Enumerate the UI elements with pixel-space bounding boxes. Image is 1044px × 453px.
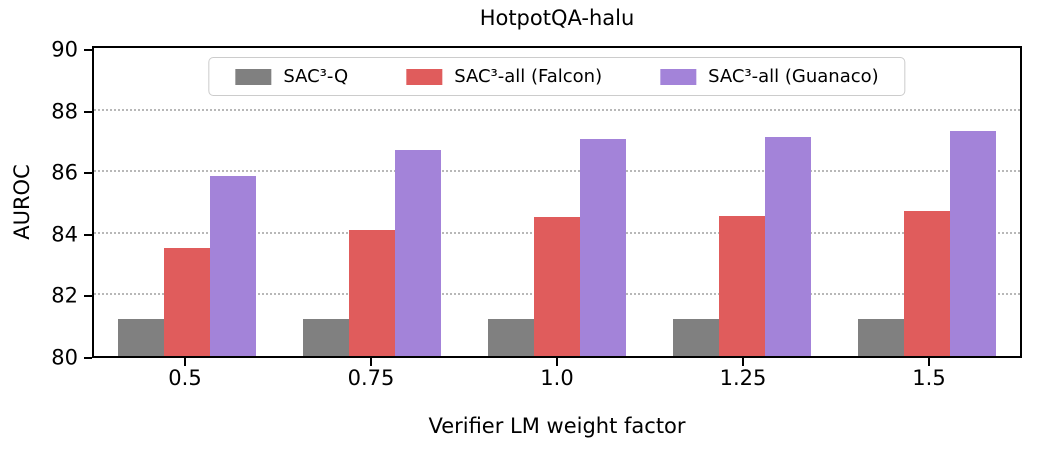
legend-swatch-red [406,68,443,85]
y-tick-mark [84,233,92,236]
y-tick-label: 84 [51,222,78,247]
gridline [94,170,1020,173]
y-tick-mark [84,49,92,51]
bar-series0-cat3 [673,319,720,356]
bar-series2-cat0 [209,175,256,356]
legend-swatch-gray [235,68,272,85]
bar-series1-cat0 [163,248,210,356]
bar-series0-cat1 [302,319,349,356]
legend-item-sac3-q: SAC³-Q [235,66,348,87]
x-tick-label: 0.75 [347,366,395,390]
x-tick-label: 1.0 [540,366,574,390]
y-tick-label: 80 [51,345,78,370]
chart-title: HotpotQA-halu [479,6,635,30]
bar-series0-cat0 [117,319,164,356]
y-tick-label: 86 [51,160,78,185]
x-tick-label: 1.5 [912,366,946,390]
x-tick-mark [928,358,930,366]
legend-item-sac3-all-guanaco: SAC³-all (Guanaco) [660,66,879,87]
x-tick-mark [556,358,558,366]
x-axis-tick-marks [92,358,1022,366]
gridline [94,108,1020,111]
legend-label: SAC³-Q [283,66,349,87]
bar-series1-cat3 [719,215,766,356]
y-tick-mark [84,110,92,113]
x-tick-mark [742,358,744,366]
x-tick-label: 1.25 [719,366,767,390]
y-tick-mark [84,295,92,298]
legend-label: SAC³-all (Guanaco) [708,66,879,87]
x-axis-label: Verifier LM weight factor [428,414,686,438]
bar-series2-cat4 [950,131,997,356]
y-tick-label: 90 [51,37,78,62]
bar-series2-cat2 [580,138,626,356]
x-tick-mark [370,358,372,366]
bar-series0-cat4 [858,319,905,356]
y-axis-tick-labels: 80 82 84 86 88 90 [0,39,78,368]
x-tick-label: 0.5 [168,366,202,390]
bar-series1-cat2 [534,217,580,356]
legend-item-sac3-all-falcon: SAC³-all (Falcon) [406,66,602,87]
legend-label: SAC³-all (Falcon) [454,66,603,87]
bar-series2-cat3 [765,137,812,356]
y-tick-label: 88 [51,99,78,124]
y-tick-mark [84,172,92,175]
y-tick-label: 82 [51,283,78,308]
legend-swatch-purple [660,68,697,85]
bar-series0-cat2 [488,319,534,356]
bar-series1-cat4 [904,211,951,356]
bar-series1-cat1 [348,229,395,356]
x-tick-mark [184,358,186,366]
plot-area: SAC³-Q SAC³-all (Falcon) SAC³-all (Guana… [92,46,1022,358]
x-axis-tick-labels: 0.5 0.75 1.0 1.25 1.5 [92,366,1022,398]
y-axis-tick-marks [84,46,92,359]
legend: SAC³-Q SAC³-all (Falcon) SAC³-all (Guana… [208,57,906,96]
bar-series2-cat1 [394,149,441,356]
y-tick-mark [84,357,92,359]
